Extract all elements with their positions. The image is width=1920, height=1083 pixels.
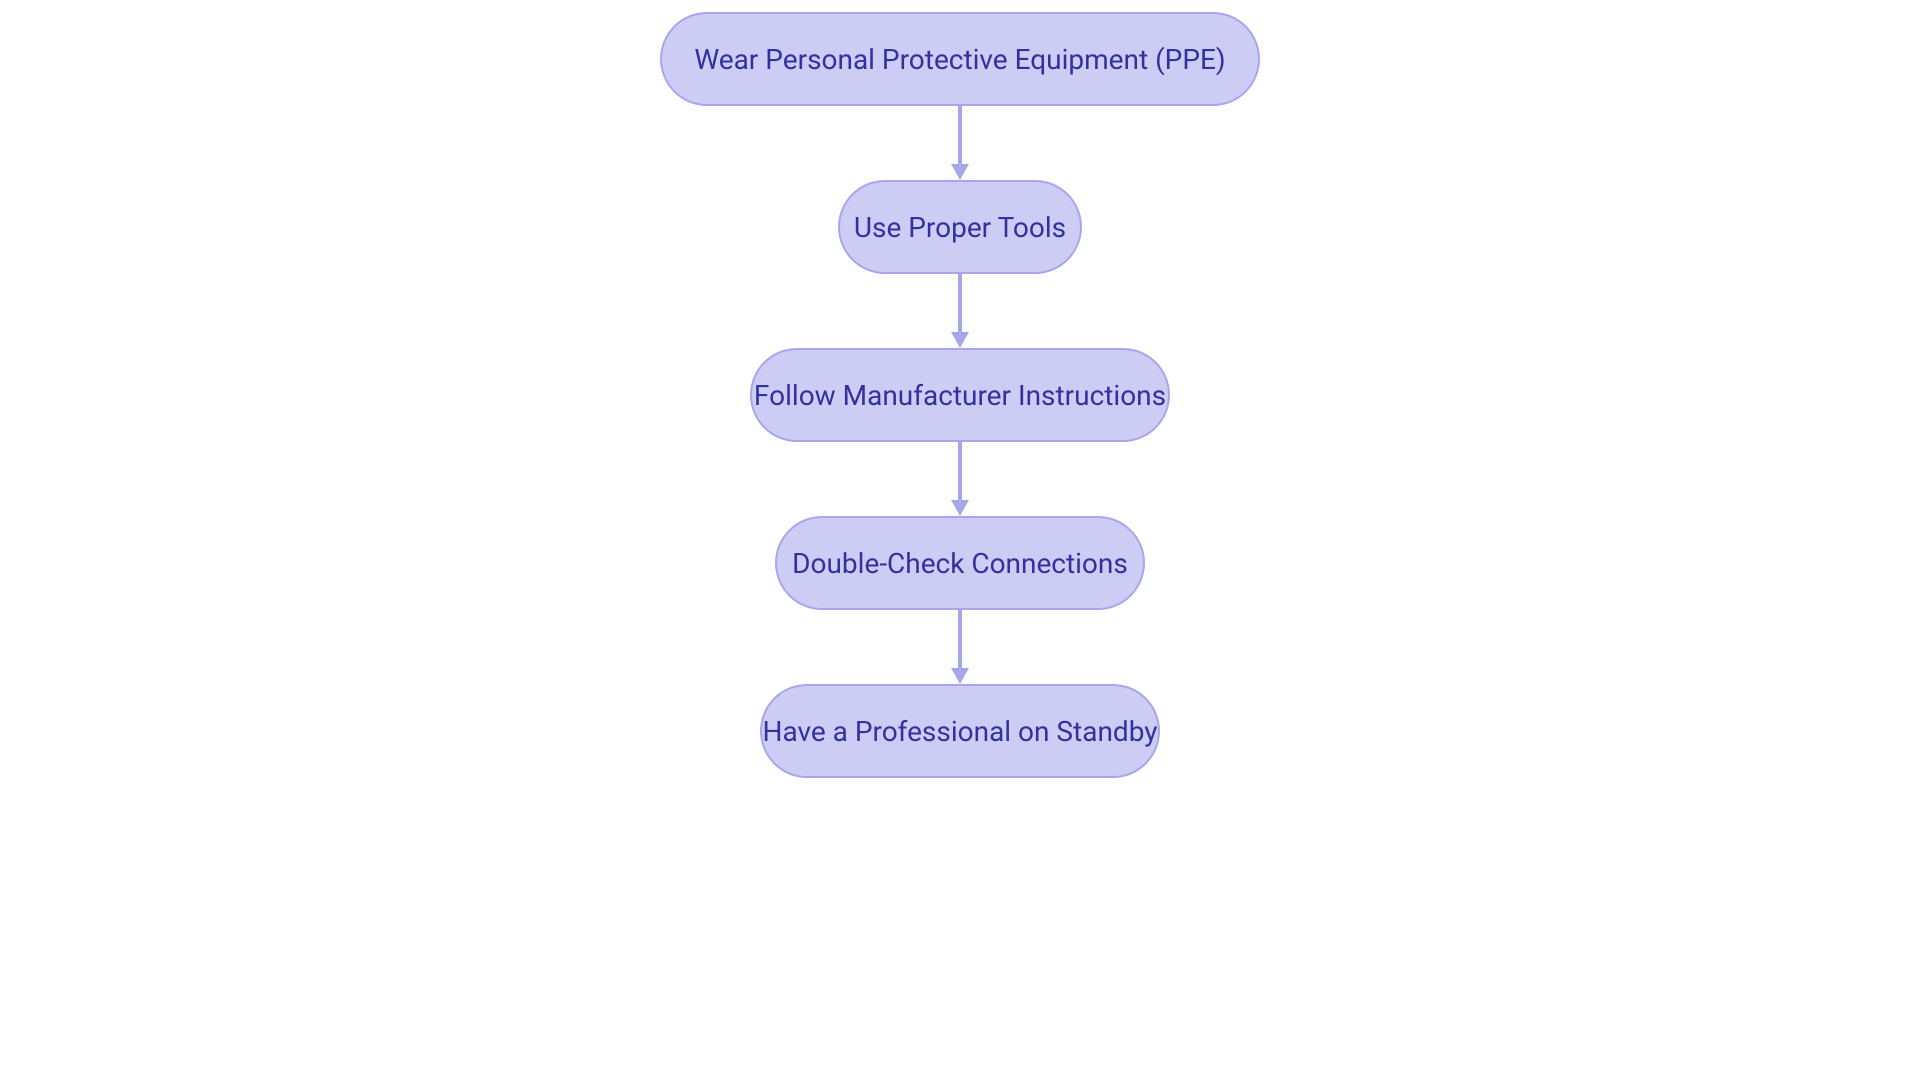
arrow-head-icon (951, 164, 969, 180)
arrow-head-icon (951, 500, 969, 516)
arrow-head-icon (951, 332, 969, 348)
flowchart-node-label: Have a Professional on Standby (762, 715, 1157, 748)
arrow-line (958, 106, 962, 164)
flowchart-node-professional: Have a Professional on Standby (760, 684, 1160, 778)
arrow-line (958, 274, 962, 332)
flowchart-node-tools: Use Proper Tools (838, 180, 1082, 274)
flowchart-node-label: Follow Manufacturer Instructions (754, 379, 1166, 412)
arrow-line (958, 610, 962, 668)
flowchart-arrow (951, 442, 969, 516)
flowchart-arrow (951, 274, 969, 348)
flowchart-arrow (951, 106, 969, 180)
flowchart-node-ppe: Wear Personal Protective Equipment (PPE) (660, 12, 1260, 106)
arrow-line (958, 442, 962, 500)
flowchart-node-label: Use Proper Tools (854, 211, 1066, 244)
flowchart-node-label: Double-Check Connections (792, 547, 1128, 580)
flowchart-node-instructions: Follow Manufacturer Instructions (750, 348, 1170, 442)
flowchart-arrow (951, 610, 969, 684)
flowchart-node-connections: Double-Check Connections (775, 516, 1145, 610)
flowchart-container: Wear Personal Protective Equipment (PPE)… (660, 12, 1260, 778)
arrow-head-icon (951, 668, 969, 684)
flowchart-node-label: Wear Personal Protective Equipment (PPE) (694, 43, 1225, 76)
